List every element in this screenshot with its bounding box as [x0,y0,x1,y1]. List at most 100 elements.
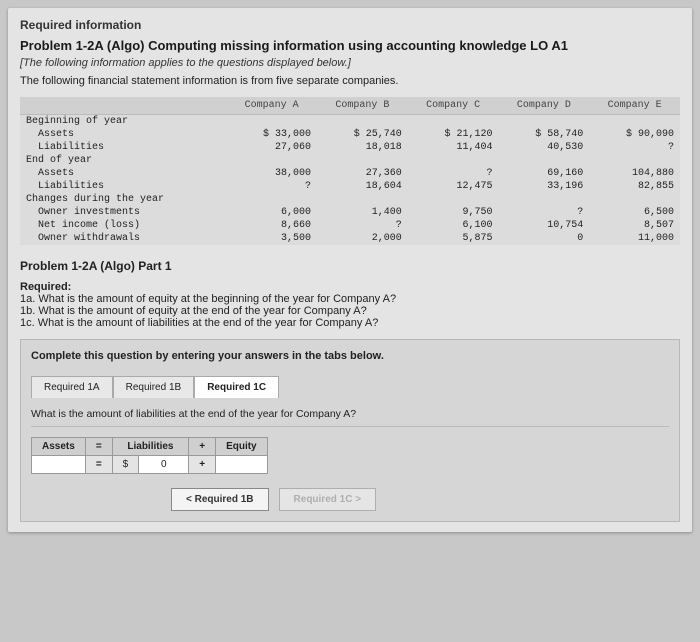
table-cell [408,115,499,129]
table-cell: 11,404 [408,141,499,154]
table-cell: $ 33,000 [226,128,317,141]
row-label: Liabilities [20,141,226,154]
eq-h-equity: Equity [216,438,268,456]
table-cell: 1,400 [317,206,408,219]
table-cell: ? [498,206,589,219]
tab-req-1a[interactable]: Required 1A [31,376,113,398]
table-cell: 27,360 [317,167,408,180]
table-cell: $ 25,740 [317,128,408,141]
answer-instruction: Complete this question by entering your … [31,350,669,362]
chevron-left-icon: < [186,494,192,505]
active-question: What is the amount of liabilities at the… [31,408,669,427]
col-blank [20,97,226,115]
table-cell [226,193,317,206]
eq-h-assets: Assets [32,438,86,456]
table-cell: 6,000 [226,206,317,219]
tab-req-1b[interactable]: Required 1B [113,376,195,398]
table-cell [589,154,680,167]
table-cell: $ 90,090 [589,128,680,141]
eq-equity-input[interactable] [216,456,268,474]
table-cell: 33,196 [498,180,589,193]
table-cell [317,115,408,129]
table-cell: 40,530 [498,141,589,154]
table-cell [498,154,589,167]
col-d: Company D [498,97,589,115]
table-cell: 6,100 [408,219,499,232]
table-cell [226,154,317,167]
part1-title: Problem 1-2A (Algo) Part 1 [20,259,680,273]
eq-h-eq: = [85,438,112,456]
table-cell [498,193,589,206]
eq-liab-input[interactable]: 0 [139,456,189,474]
row-label: Assets [20,128,226,141]
table-cell [317,154,408,167]
eq-equals: = [85,456,112,474]
table-cell: ? [408,167,499,180]
equation-table: Assets = Liabilities + Equity = $ 0 + [31,437,268,474]
table-cell: 11,000 [589,232,680,245]
row-label: Changes during the year [20,193,226,206]
part1-section: Problem 1-2A (Algo) Part 1 Required: 1a.… [20,259,680,522]
table-cell: 3,500 [226,232,317,245]
next-button[interactable]: Required 1C > [279,488,377,511]
table-cell: ? [317,219,408,232]
prev-label: Required 1B [195,494,254,505]
table-cell: 27,060 [226,141,317,154]
answer-tabs: Required 1A Required 1B Required 1C [31,376,669,398]
table-cell: 8,507 [589,219,680,232]
table-cell: 8,660 [226,219,317,232]
prev-button[interactable]: < Required 1B [171,488,269,511]
row-label: Owner investments [20,206,226,219]
table-cell: 2,000 [317,232,408,245]
required-info-label: Required information [20,18,680,32]
table-cell: 10,754 [498,219,589,232]
nav-buttons: < Required 1B Required 1C > [171,488,669,511]
table-cell: ? [589,141,680,154]
row-label: Liabilities [20,180,226,193]
table-cell: 69,160 [498,167,589,180]
table-cell: 18,018 [317,141,408,154]
eq-liab-prefix: $ [112,456,139,474]
table-cell: $ 21,120 [408,128,499,141]
col-c: Company C [408,97,499,115]
problem-desc: The following financial statement inform… [20,75,680,87]
table-cell [408,154,499,167]
req-1c: 1c. What is the amount of liabilities at… [20,317,680,329]
table-cell: 38,000 [226,167,317,180]
table-cell [408,193,499,206]
table-cell: 6,500 [589,206,680,219]
tab-req-1c[interactable]: Required 1C [194,376,279,398]
eq-assets-input[interactable] [32,456,86,474]
required-label: Required: [20,281,680,293]
table-cell: 82,855 [589,180,680,193]
col-b: Company B [317,97,408,115]
next-label: Required 1C [294,494,353,505]
table-cell [498,115,589,129]
table-cell [317,193,408,206]
req-1b: 1b. What is the amount of equity at the … [20,305,680,317]
table-cell [589,115,680,129]
row-label: End of year [20,154,226,167]
req-1a: 1a. What is the amount of equity at the … [20,293,680,305]
row-label: Beginning of year [20,115,226,129]
financial-table: Company A Company B Company C Company D … [20,97,680,245]
row-label: Assets [20,167,226,180]
table-cell: 104,880 [589,167,680,180]
table-cell: 9,750 [408,206,499,219]
required-list: Required: 1a. What is the amount of equi… [20,281,680,329]
eq-plus: + [189,456,216,474]
row-label: Net income (loss) [20,219,226,232]
problem-title: Problem 1-2A (Algo) Computing missing in… [20,38,680,53]
chevron-right-icon: > [355,494,361,505]
table-cell [589,193,680,206]
col-e: Company E [589,97,680,115]
col-a: Company A [226,97,317,115]
table-cell: $ 58,740 [498,128,589,141]
table-cell: 0 [498,232,589,245]
table-cell: 12,475 [408,180,499,193]
answer-box: Complete this question by entering your … [20,339,680,522]
eq-h-plus: + [189,438,216,456]
table-cell [226,115,317,129]
problem-page: Required information Problem 1-2A (Algo)… [8,8,692,532]
table-cell: 5,875 [408,232,499,245]
